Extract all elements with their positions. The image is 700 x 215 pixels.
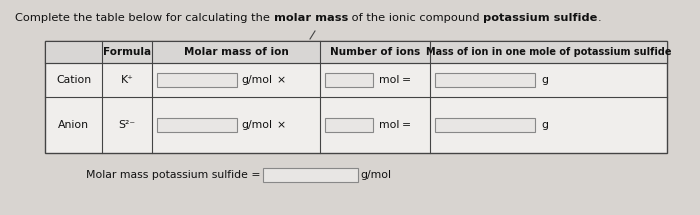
Text: .: .: [597, 13, 601, 23]
Bar: [45, 41, 667, 153]
Text: =: =: [401, 75, 411, 85]
Bar: [263, 168, 358, 182]
Text: Molar mass of ion: Molar mass of ion: [183, 47, 288, 57]
Text: g/mol: g/mol: [360, 170, 391, 180]
Text: mol: mol: [379, 75, 399, 85]
Text: Molar mass potassium sulfide =: Molar mass potassium sulfide =: [85, 170, 260, 180]
Text: Mass of ion in one mole of potassium sulfide: Mass of ion in one mole of potassium sul…: [426, 47, 671, 57]
Bar: [45, 41, 667, 63]
Text: K⁺: K⁺: [120, 75, 134, 85]
Text: g: g: [542, 120, 549, 130]
Bar: [435, 118, 535, 132]
Text: of the ionic compound: of the ionic compound: [348, 13, 483, 23]
Bar: [325, 73, 373, 87]
Text: Complete the table below for calculating the: Complete the table below for calculating…: [15, 13, 274, 23]
Text: ×: ×: [276, 75, 286, 85]
Text: g: g: [542, 75, 549, 85]
Text: ×: ×: [276, 120, 286, 130]
Text: Formula: Formula: [103, 47, 151, 57]
Text: Number of ions: Number of ions: [330, 47, 420, 57]
Text: Anion: Anion: [58, 120, 89, 130]
Text: potassium sulfide: potassium sulfide: [483, 13, 597, 23]
Text: g/mol: g/mol: [241, 75, 272, 85]
Bar: [157, 118, 237, 132]
Text: g/mol: g/mol: [241, 120, 272, 130]
Bar: [435, 73, 535, 87]
Text: mol: mol: [379, 120, 399, 130]
Bar: [157, 73, 237, 87]
Text: =: =: [401, 120, 411, 130]
Text: S²⁻: S²⁻: [118, 120, 136, 130]
Bar: [325, 118, 373, 132]
Text: molar mass: molar mass: [274, 13, 348, 23]
Text: Cation: Cation: [56, 75, 91, 85]
